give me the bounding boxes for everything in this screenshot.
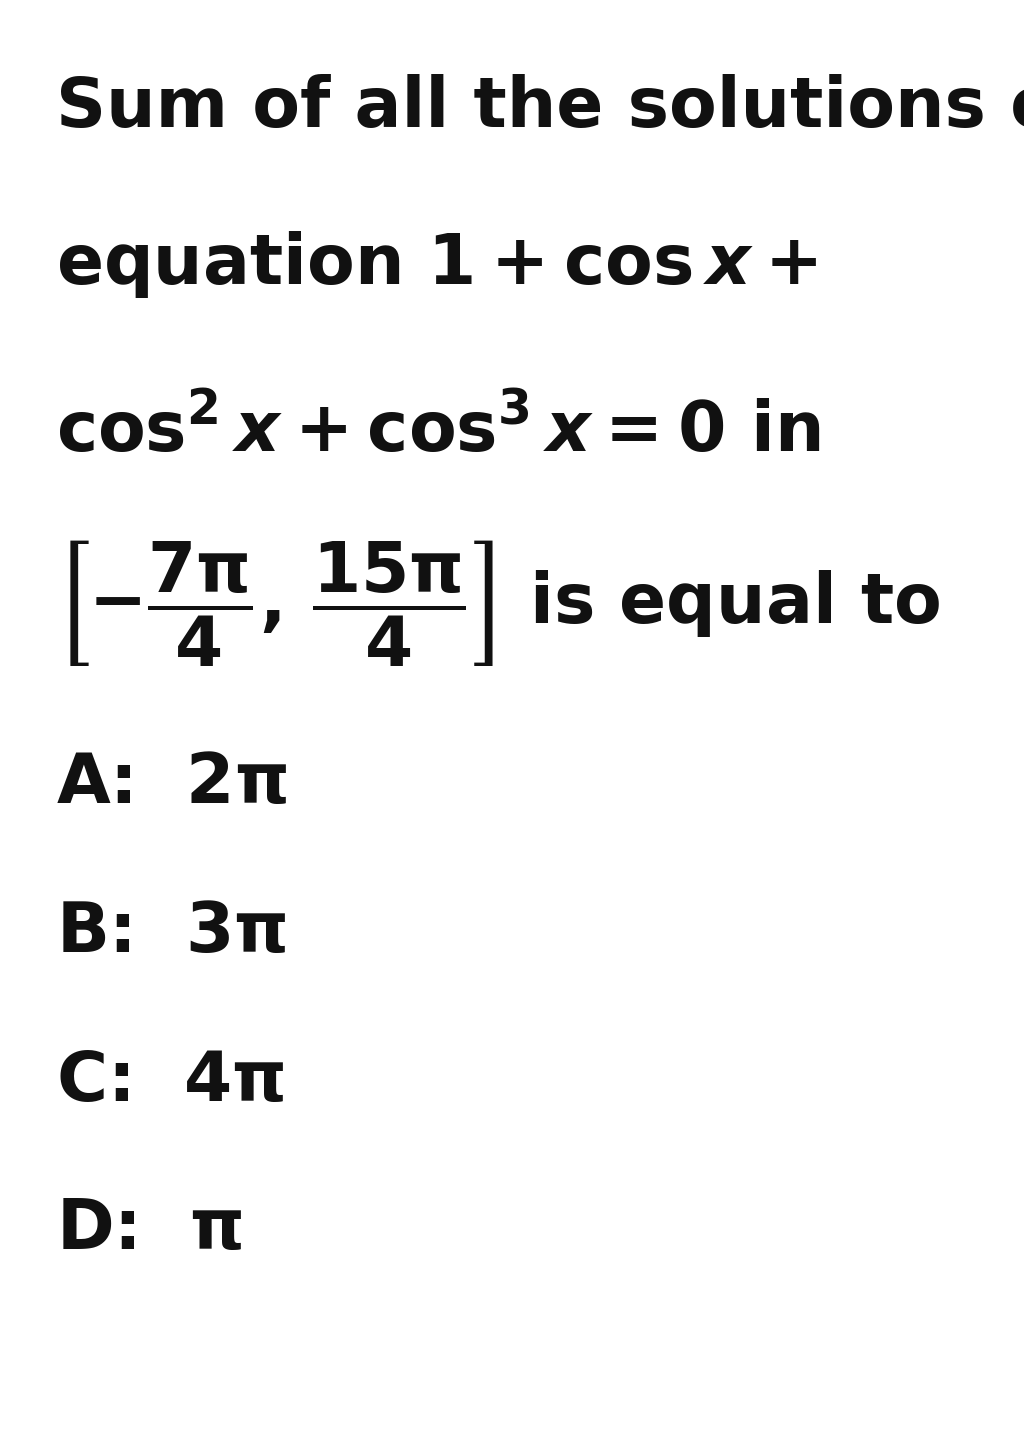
Text: Sum of all the solutions of the: Sum of all the solutions of the xyxy=(56,74,1024,140)
Text: $\mathbf{\left[-\dfrac{7\pi}{4},\, \dfrac{15\pi}{4}\right]}$ is equal to: $\mathbf{\left[-\dfrac{7\pi}{4},\, \dfra… xyxy=(56,539,940,668)
Text: A:  $\mathbf{2\pi}$: A: $\mathbf{2\pi}$ xyxy=(56,751,288,817)
Text: C:  $\mathbf{4\pi}$: C: $\mathbf{4\pi}$ xyxy=(56,1048,285,1114)
Text: B:  $\mathbf{3\pi}$: B: $\mathbf{3\pi}$ xyxy=(56,899,287,965)
Text: D:  $\mathbf{\pi}$: D: $\mathbf{\pi}$ xyxy=(56,1197,243,1263)
Text: $\mathbf{\cos^2} \mathbf{\mathit{x}} + \mathbf{\cos^3} \mathbf{\mathit{x}} = \ma: $\mathbf{\cos^2} \mathbf{\mathit{x}} + \… xyxy=(56,398,820,466)
Text: equation $\mathbf{1 + \cos} \mathbf{\mathit{x}} +$: equation $\mathbf{1 + \cos} \mathbf{\mat… xyxy=(56,229,818,300)
